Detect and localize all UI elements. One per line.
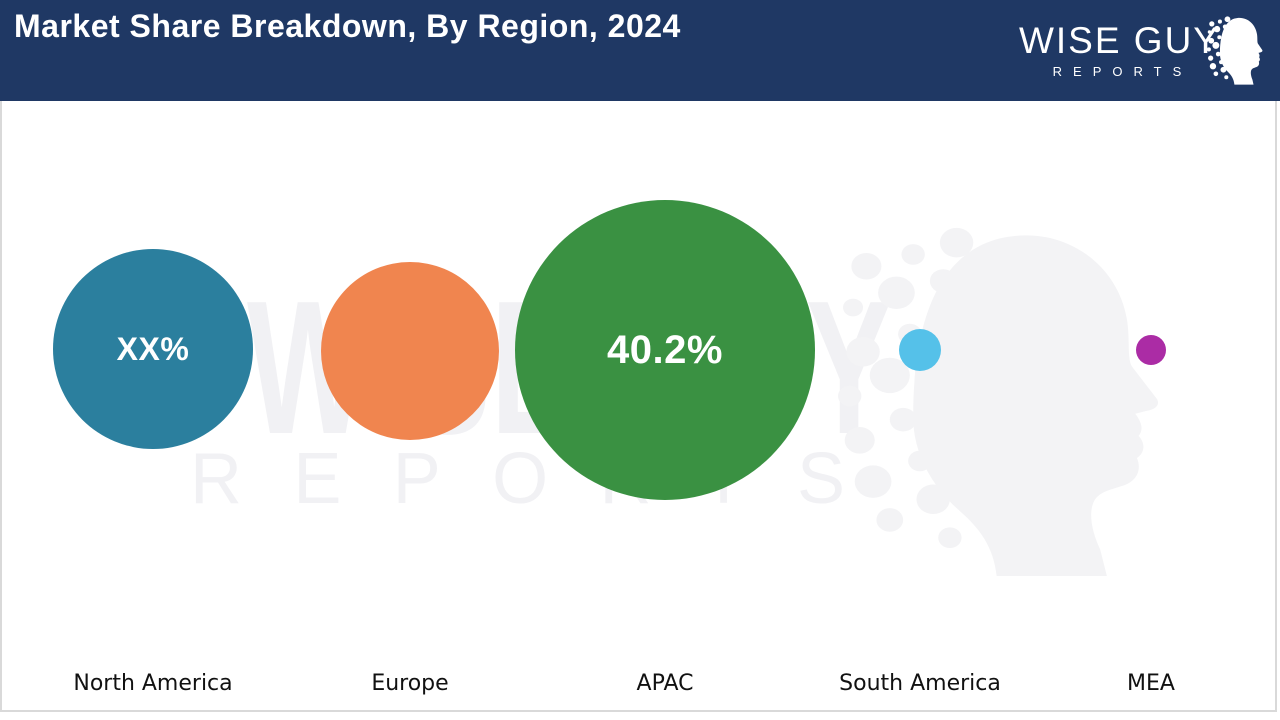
logo-wordmark: WISE GUY [1018,20,1220,61]
wiseguy-logo: WISE GUY REPORTS [1019,6,1264,94]
wiseguy-head-icon [1206,10,1264,90]
page-title: Market Share Breakdown, By Region, 2024 [14,8,681,44]
bubble-south-america [899,329,941,371]
bubble-europe [321,262,499,440]
bubble-mea [1136,335,1166,365]
logo-text: WISE GUY REPORTS [1018,20,1220,80]
logo-subtitle: REPORTS [1052,64,1193,79]
bubble-north-america: XX% [53,249,253,449]
bubble-apac: 40.2% [515,200,815,500]
bubble-value-label-apac: 40.2% [607,327,723,372]
bubble-value-label-north-america: XX% [116,330,190,367]
header-bar: Market Share Breakdown, By Region, 2024 … [0,0,1280,101]
